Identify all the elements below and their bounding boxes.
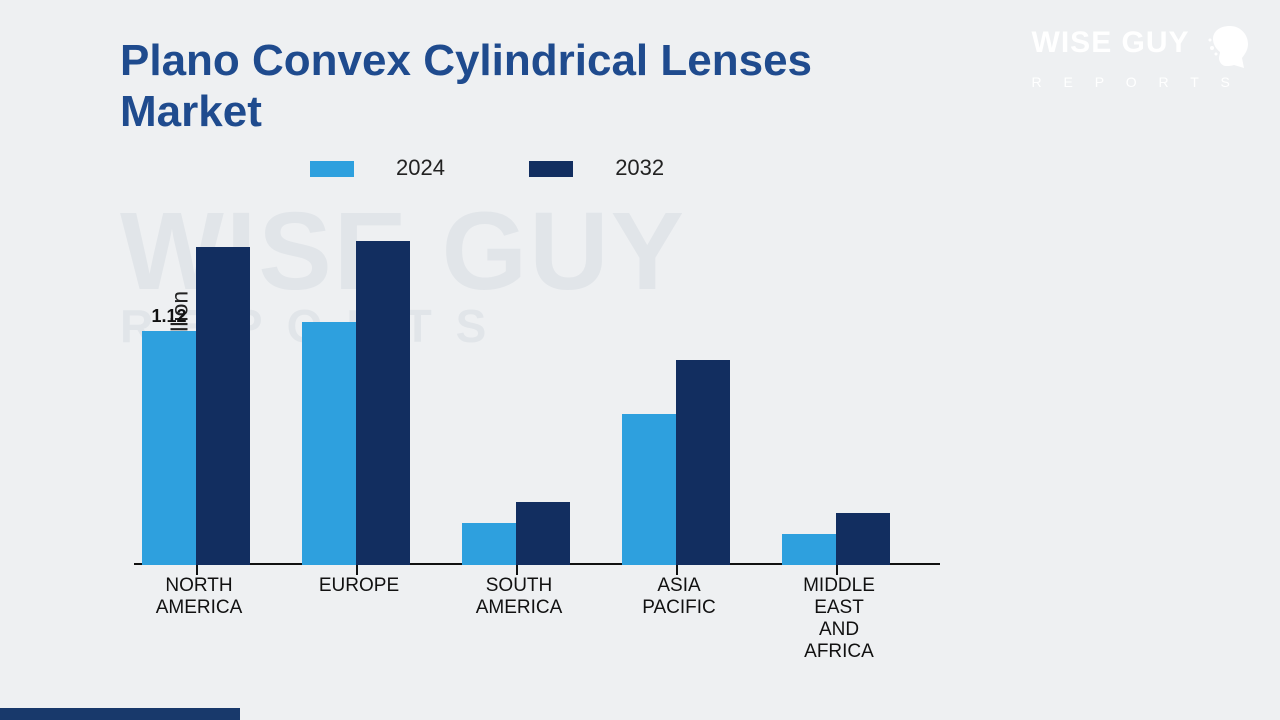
bar-2032 xyxy=(676,360,730,565)
bar-2024 xyxy=(622,414,676,565)
plot-area: 1.12 xyxy=(134,199,940,565)
footer-accent xyxy=(0,708,240,720)
canvas: WISE GUY R E P O R T S Plano Convex Cyli… xyxy=(0,0,1280,720)
head-silhouette-icon xyxy=(1200,22,1252,74)
bar-2032 xyxy=(196,247,250,565)
swatch-2024 xyxy=(310,161,354,177)
legend-item-2024: 2024 xyxy=(310,155,471,181)
logo-main: WISE GUY xyxy=(1032,26,1190,59)
category-label: MIDDLEEASTANDAFRICA xyxy=(774,575,904,662)
category-label: NORTHAMERICA xyxy=(134,575,264,619)
category-label: SOUTHAMERICA xyxy=(454,575,584,619)
bar-2024 xyxy=(782,534,836,565)
bar-2024 xyxy=(462,523,516,565)
bar-2024 xyxy=(142,331,196,565)
swatch-2032 xyxy=(529,161,573,177)
category-labels: NORTHAMERICA EUROPE SOUTHAMERICA ASIAPACIFI… xyxy=(134,565,940,695)
category-label: EUROPE xyxy=(294,575,424,597)
category-label: ASIAPACIFIC xyxy=(614,575,744,619)
logo-sub: R E P O R T S xyxy=(1032,74,1252,90)
chart-legend: 2024 2032 xyxy=(60,155,940,181)
bar-2024 xyxy=(302,322,356,565)
page-title: Plano Convex Cylindrical Lenses Market xyxy=(120,36,860,137)
bar-2032 xyxy=(836,513,890,565)
bar-chart: 2024 2032 Market Size in USD Billion 1.1… xyxy=(60,155,940,695)
bar-2032 xyxy=(516,502,570,565)
brand-logo: WISE GUY R E P O R T S xyxy=(1032,22,1252,90)
bar-2032 xyxy=(356,241,410,565)
legend-item-2032: 2032 xyxy=(529,155,690,181)
bar-value-label: 1.12 xyxy=(142,306,196,331)
